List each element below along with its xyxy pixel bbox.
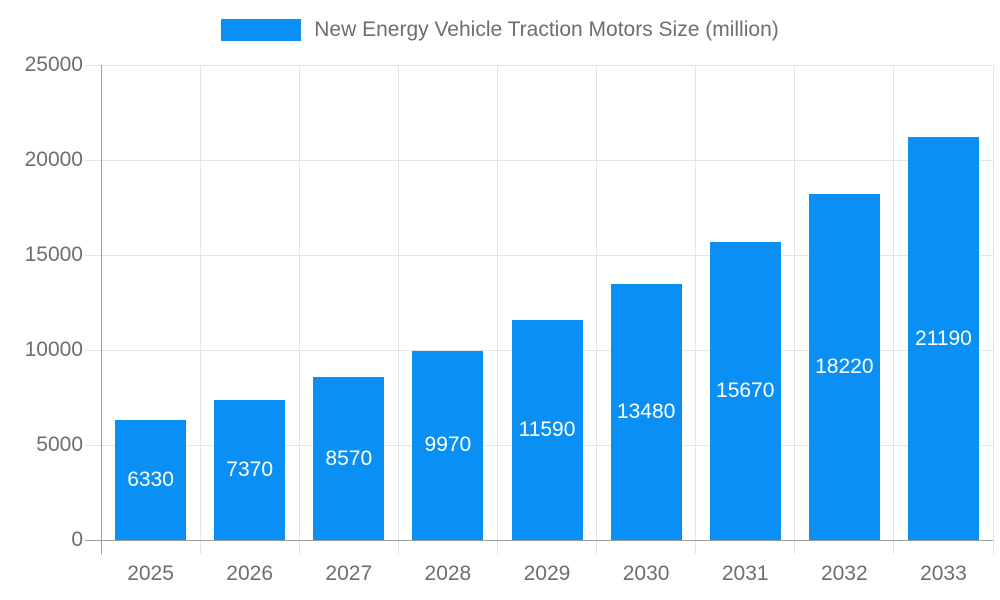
gridline-v <box>992 65 994 554</box>
x-axis-tick-label: 2031 <box>721 562 769 585</box>
gridline-v <box>893 65 895 554</box>
x-axis-tick-label: 2025 <box>127 562 174 585</box>
y-axis-tick-label: 25000 <box>24 53 83 76</box>
bar-value-label: 7370 <box>226 457 274 481</box>
y-axis-tick-label: 20000 <box>24 148 83 171</box>
x-axis-baseline <box>85 539 993 541</box>
bar-value-label: 11590 <box>518 417 576 441</box>
x-axis-tick-label: 2030 <box>622 562 670 585</box>
x-axis-tick-label: 2032 <box>820 562 868 585</box>
gridline-h <box>85 64 993 66</box>
bar: 18220 <box>808 193 880 540</box>
legend-item[interactable]: New Energy Vehicle Traction Motors Size … <box>0 18 1000 42</box>
gridline-h <box>85 159 993 161</box>
bar: 9970 <box>412 350 484 540</box>
legend-label: New Energy Vehicle Traction Motors Size … <box>314 18 779 41</box>
bar-value-label: 9970 <box>424 433 472 457</box>
bar: 6330 <box>115 419 187 540</box>
bar-value-label: 13480 <box>616 399 676 423</box>
bar-value-label: 18220 <box>815 354 874 378</box>
x-axis-tick-label: 2029 <box>523 562 571 585</box>
y-axis-tick-label: 10000 <box>24 338 83 361</box>
bar: 8570 <box>313 377 385 540</box>
y-axis-tick-label: 5000 <box>36 433 83 456</box>
gridline-v <box>695 65 697 554</box>
y-axis-tick-label: 15000 <box>24 243 83 266</box>
bar: 11590 <box>511 319 583 540</box>
bar-value-label: 6330 <box>127 467 174 491</box>
gridline-v <box>794 65 796 554</box>
plot-area: 6330 7370 8570 9970 11590 13480 15670 18220 2119… <box>85 64 994 554</box>
bar-value-label: 21190 <box>915 326 972 350</box>
bar-value-label: 15670 <box>716 379 775 403</box>
x-axis-tick-label: 2028 <box>424 562 472 585</box>
gridline-v <box>298 65 300 554</box>
gridline-v <box>496 65 498 554</box>
gridline-v <box>397 65 399 554</box>
gridline-v <box>199 65 201 554</box>
x-axis-tick-label: 2027 <box>325 562 373 585</box>
legend-swatch-icon <box>221 19 302 41</box>
bar: 7370 <box>214 399 286 540</box>
y-axis-line <box>100 65 102 554</box>
gridline-v <box>596 65 598 554</box>
gridline-h <box>85 254 993 256</box>
bar: 21190 <box>907 137 979 540</box>
y-axis-tick-label: 0 <box>71 528 83 551</box>
bar: 15670 <box>709 242 781 540</box>
x-axis-tick-label: 2026 <box>226 562 274 585</box>
x-axis-tick-label: 2033 <box>920 562 967 585</box>
bar-value-label: 8570 <box>325 446 373 470</box>
bar: 13480 <box>610 283 682 540</box>
